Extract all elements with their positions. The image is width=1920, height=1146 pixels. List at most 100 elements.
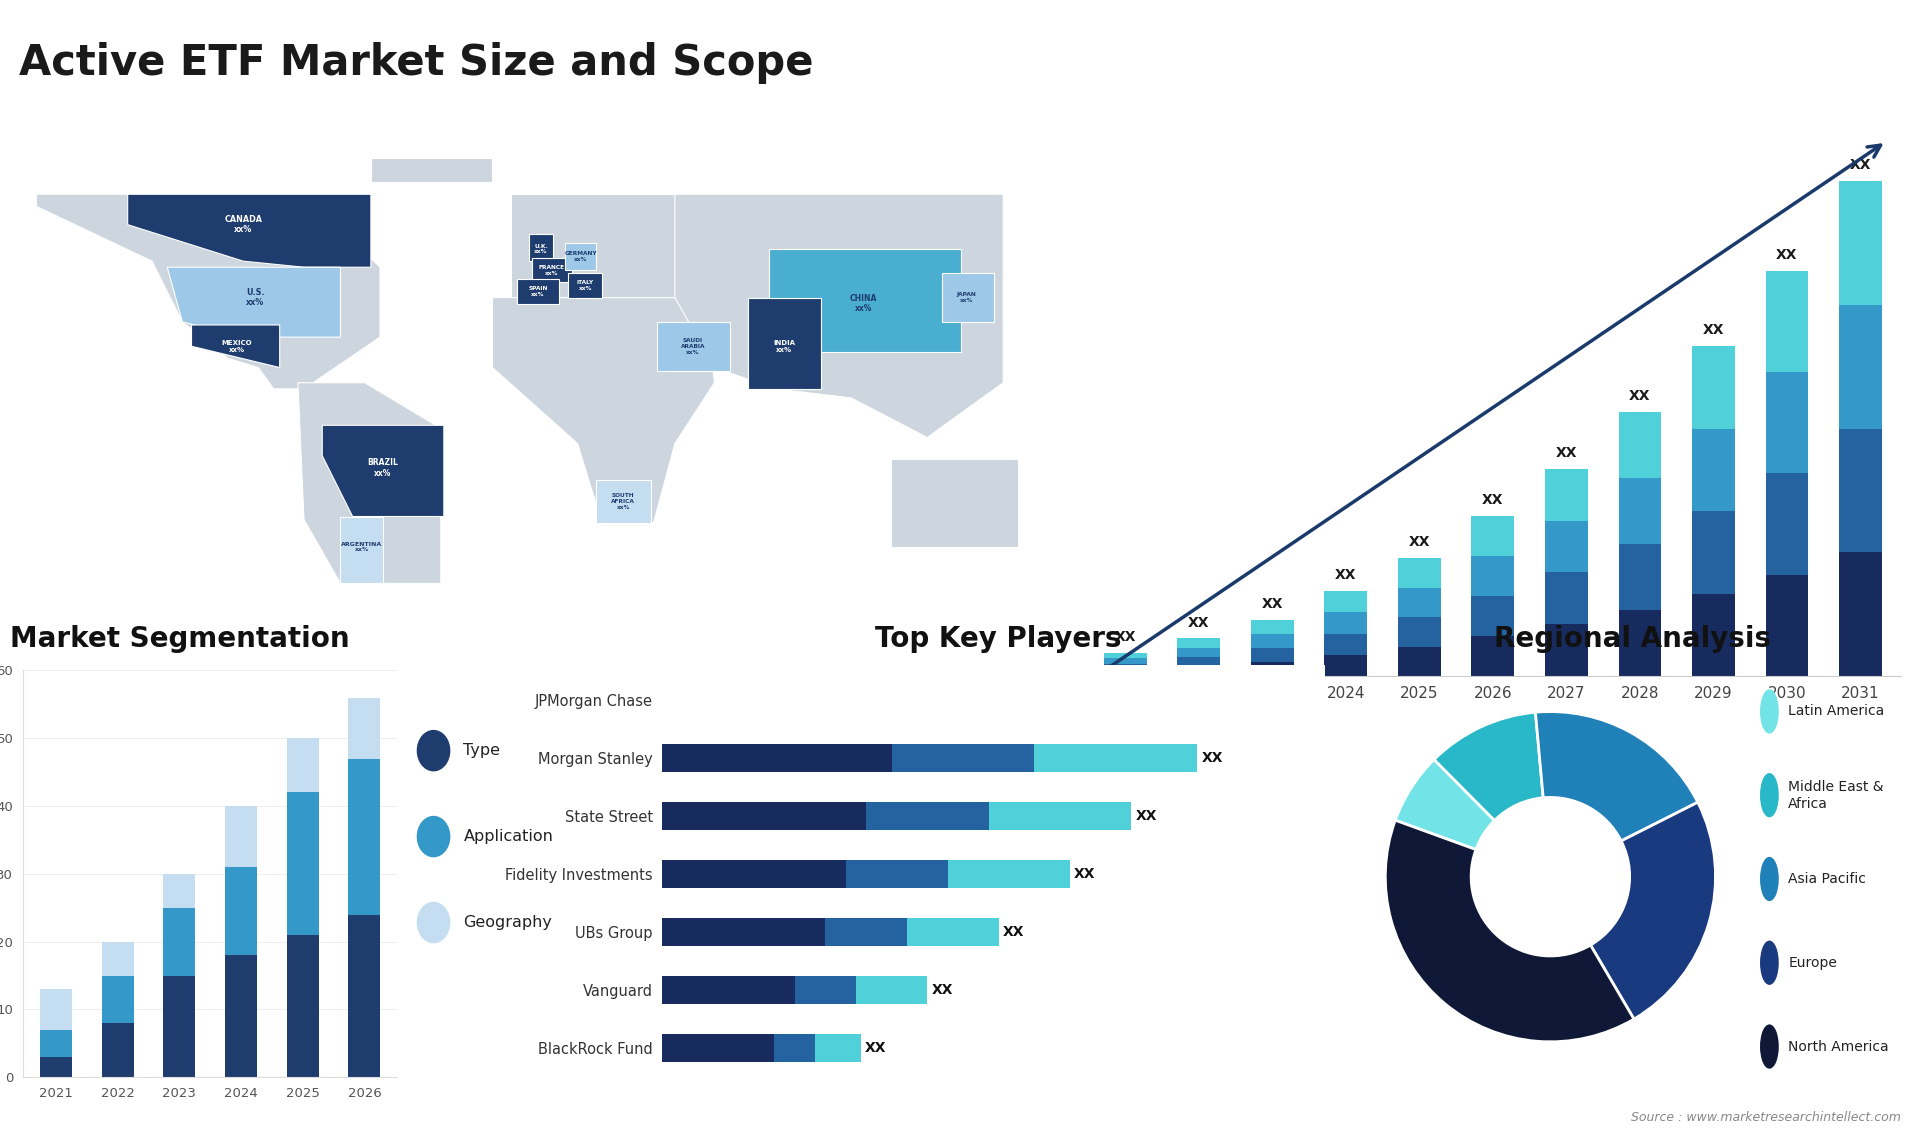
Text: JAPAN
xx%: JAPAN xx% bbox=[956, 292, 977, 303]
Text: XX: XX bbox=[1628, 390, 1651, 403]
Bar bbox=[163, 975, 196, 1077]
Polygon shape bbox=[323, 425, 444, 517]
Bar bbox=[1177, 667, 1219, 676]
Bar bbox=[662, 802, 866, 830]
Polygon shape bbox=[770, 249, 960, 352]
Bar bbox=[662, 1034, 774, 1062]
Bar bbox=[102, 942, 134, 975]
Text: ITALY
xx%: ITALY xx% bbox=[576, 280, 593, 291]
Circle shape bbox=[417, 903, 449, 942]
Bar bbox=[225, 806, 257, 868]
Bar bbox=[286, 935, 319, 1077]
Bar bbox=[1766, 473, 1809, 575]
Text: XX: XX bbox=[1261, 597, 1283, 611]
Bar bbox=[286, 738, 319, 793]
Bar bbox=[225, 956, 257, 1077]
Polygon shape bbox=[340, 517, 382, 583]
Bar bbox=[163, 874, 196, 908]
Bar bbox=[1692, 429, 1734, 511]
Circle shape bbox=[417, 816, 449, 856]
Bar bbox=[847, 860, 948, 888]
Text: SPAIN
xx%: SPAIN xx% bbox=[528, 286, 547, 297]
Bar bbox=[1177, 647, 1219, 658]
Bar bbox=[1104, 670, 1146, 676]
Text: GERMANY
xx%: GERMANY xx% bbox=[564, 251, 597, 262]
Bar bbox=[1104, 652, 1146, 659]
Text: XX: XX bbox=[1002, 925, 1023, 939]
Bar bbox=[40, 1057, 73, 1077]
Polygon shape bbox=[674, 195, 1002, 438]
Circle shape bbox=[1761, 690, 1778, 733]
Bar bbox=[1766, 372, 1809, 473]
Text: XX: XX bbox=[931, 983, 952, 997]
Wedge shape bbox=[1396, 760, 1494, 849]
Bar bbox=[1692, 594, 1734, 676]
Text: Europe: Europe bbox=[1788, 956, 1837, 970]
Polygon shape bbox=[564, 243, 595, 270]
Text: SOUTH
AFRICA
xx%: SOUTH AFRICA xx% bbox=[611, 493, 636, 510]
Text: XX: XX bbox=[1703, 323, 1724, 337]
Bar bbox=[1471, 556, 1515, 596]
Bar bbox=[1104, 665, 1146, 670]
Text: Source : www.marketresearchintellect.com: Source : www.marketresearchintellect.com bbox=[1630, 1110, 1901, 1124]
Bar bbox=[1325, 634, 1367, 654]
Text: CANADA
xx%: CANADA xx% bbox=[225, 215, 263, 235]
Bar bbox=[816, 1034, 862, 1062]
Bar bbox=[102, 975, 134, 1023]
Text: XX: XX bbox=[866, 1041, 887, 1055]
Polygon shape bbox=[891, 458, 1018, 547]
Text: FRANCE
xx%: FRANCE xx% bbox=[540, 265, 564, 276]
Text: XX: XX bbox=[1482, 493, 1503, 507]
Text: XX: XX bbox=[1202, 751, 1223, 764]
Bar bbox=[348, 759, 380, 915]
Bar bbox=[1471, 636, 1515, 676]
Text: XX: XX bbox=[1188, 615, 1210, 629]
Bar bbox=[225, 868, 257, 956]
Text: XX: XX bbox=[1114, 629, 1137, 644]
Wedge shape bbox=[1386, 821, 1634, 1042]
Text: MARKET
RESEARCH
INTELLECT: MARKET RESEARCH INTELLECT bbox=[1770, 58, 1834, 95]
Bar bbox=[795, 976, 856, 1004]
Text: ARGENTINA
xx%: ARGENTINA xx% bbox=[342, 542, 382, 552]
Bar bbox=[662, 860, 847, 888]
Polygon shape bbox=[492, 298, 714, 523]
Polygon shape bbox=[371, 158, 492, 182]
Bar bbox=[1766, 270, 1809, 372]
Bar bbox=[102, 1023, 134, 1077]
Text: Asia Pacific: Asia Pacific bbox=[1788, 872, 1866, 886]
Bar bbox=[1619, 413, 1661, 478]
Text: XX: XX bbox=[1409, 535, 1430, 549]
Circle shape bbox=[1761, 1025, 1778, 1068]
Text: Type: Type bbox=[463, 743, 501, 759]
Bar bbox=[1177, 638, 1219, 647]
Bar bbox=[1252, 634, 1294, 647]
Bar bbox=[989, 802, 1131, 830]
Polygon shape bbox=[943, 273, 995, 322]
Circle shape bbox=[1761, 857, 1778, 901]
Bar bbox=[40, 989, 73, 1030]
Polygon shape bbox=[167, 267, 340, 337]
Bar bbox=[1692, 511, 1734, 594]
Bar bbox=[348, 915, 380, 1077]
Polygon shape bbox=[657, 322, 730, 370]
Bar bbox=[1398, 618, 1440, 646]
Text: Geography: Geography bbox=[463, 915, 553, 931]
Wedge shape bbox=[1590, 802, 1715, 1019]
Bar bbox=[1252, 647, 1294, 662]
Text: Top Key Players: Top Key Players bbox=[876, 626, 1121, 653]
Wedge shape bbox=[1434, 713, 1544, 821]
Bar bbox=[1619, 544, 1661, 610]
Bar bbox=[662, 976, 795, 1004]
Bar bbox=[1325, 654, 1367, 676]
Bar bbox=[891, 744, 1035, 771]
Polygon shape bbox=[298, 383, 442, 583]
Bar bbox=[286, 793, 319, 935]
Bar bbox=[1398, 588, 1440, 618]
Text: BRAZIL
xx%: BRAZIL xx% bbox=[367, 458, 399, 478]
Text: CHINA
xx%: CHINA xx% bbox=[851, 295, 877, 313]
Text: Market Segmentation: Market Segmentation bbox=[10, 626, 349, 653]
Bar bbox=[1546, 572, 1588, 625]
Text: XX: XX bbox=[1334, 568, 1357, 582]
Polygon shape bbox=[532, 258, 572, 282]
Polygon shape bbox=[511, 195, 674, 304]
